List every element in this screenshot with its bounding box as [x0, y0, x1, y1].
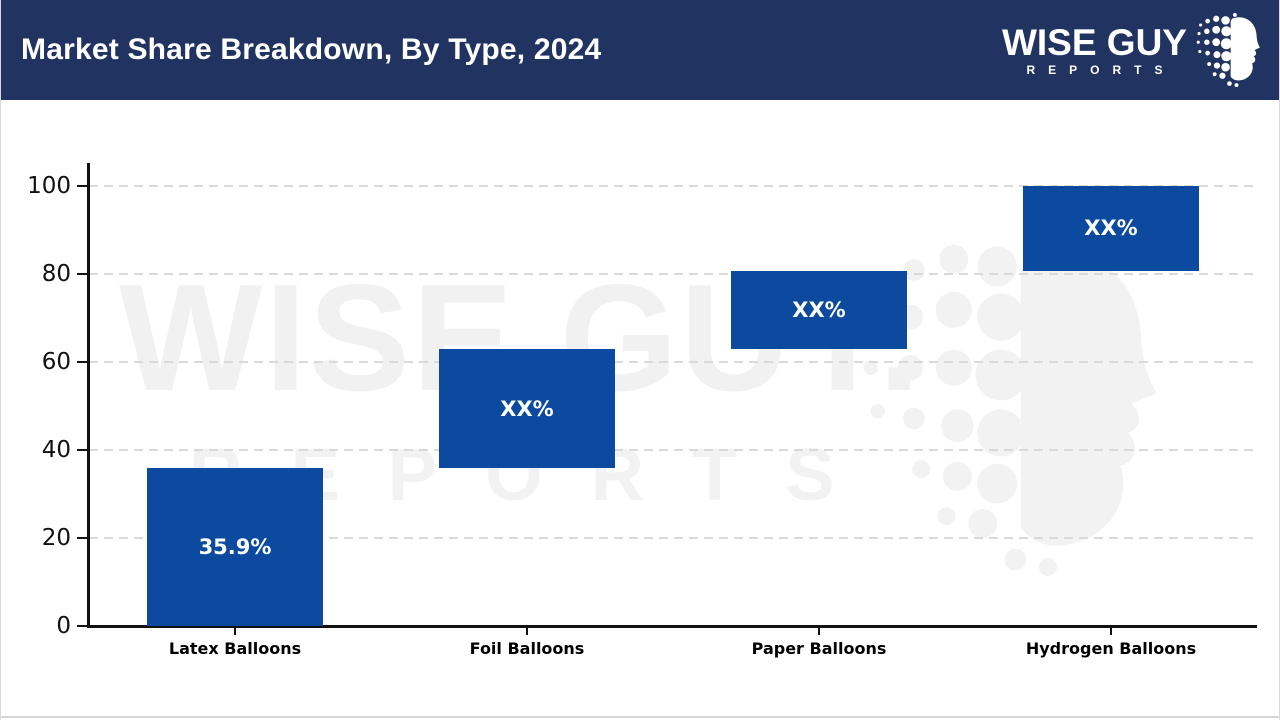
bar-value-label: XX%	[792, 298, 846, 323]
x-axis-line	[87, 625, 1257, 628]
bottom-edge-line	[1, 716, 1279, 718]
category-label: Hydrogen Balloons	[1025, 639, 1197, 658]
y-tick-mark	[77, 185, 89, 187]
x-tick-mark	[1110, 628, 1112, 635]
y-axis-line	[87, 163, 90, 628]
y-tick-label: 0	[56, 613, 71, 639]
y-tick-label: 100	[27, 173, 71, 199]
gridline	[89, 449, 1257, 451]
bar-value-label: XX%	[1084, 216, 1138, 241]
logo: WISE GUY REPORTS	[1002, 9, 1263, 91]
bar-value-label: XX%	[500, 396, 554, 421]
gridline	[89, 273, 1257, 275]
y-tick-mark	[77, 537, 89, 539]
logo-wordmark: WISE GUY	[1001, 22, 1187, 63]
gridline	[89, 361, 1257, 363]
bar: XX%	[439, 349, 615, 469]
bar: 35.9%	[147, 468, 323, 626]
x-tick-mark	[818, 628, 820, 635]
y-tick-mark	[77, 625, 89, 627]
bar: XX%	[1023, 186, 1199, 271]
bar-value-label: 35.9%	[198, 535, 272, 559]
chart-title: Market Share Breakdown, By Type, 2024	[21, 33, 602, 66]
bar: XX%	[731, 270, 907, 350]
category-label: Paper Balloons	[751, 639, 887, 658]
y-tick-label: 40	[41, 437, 71, 463]
x-tick-mark	[526, 628, 528, 635]
logo-subtext: REPORTS	[1026, 63, 1176, 77]
x-tick-mark	[234, 628, 236, 635]
gridline	[89, 537, 1257, 539]
y-tick-label: 60	[41, 349, 71, 375]
y-tick-label: 20	[41, 525, 71, 551]
logo-text: WISE GUY REPORTS	[1002, 24, 1187, 76]
y-tick-mark	[77, 361, 89, 363]
gridline	[89, 185, 1257, 187]
y-tick-mark	[77, 449, 89, 451]
y-tick-label: 80	[41, 261, 71, 287]
header: Market Share Breakdown, By Type, 2024 WI…	[1, 0, 1279, 100]
category-label: Foil Balloons	[469, 639, 585, 658]
y-tick-mark	[77, 273, 89, 275]
category-label: Latex Balloons	[168, 639, 302, 658]
